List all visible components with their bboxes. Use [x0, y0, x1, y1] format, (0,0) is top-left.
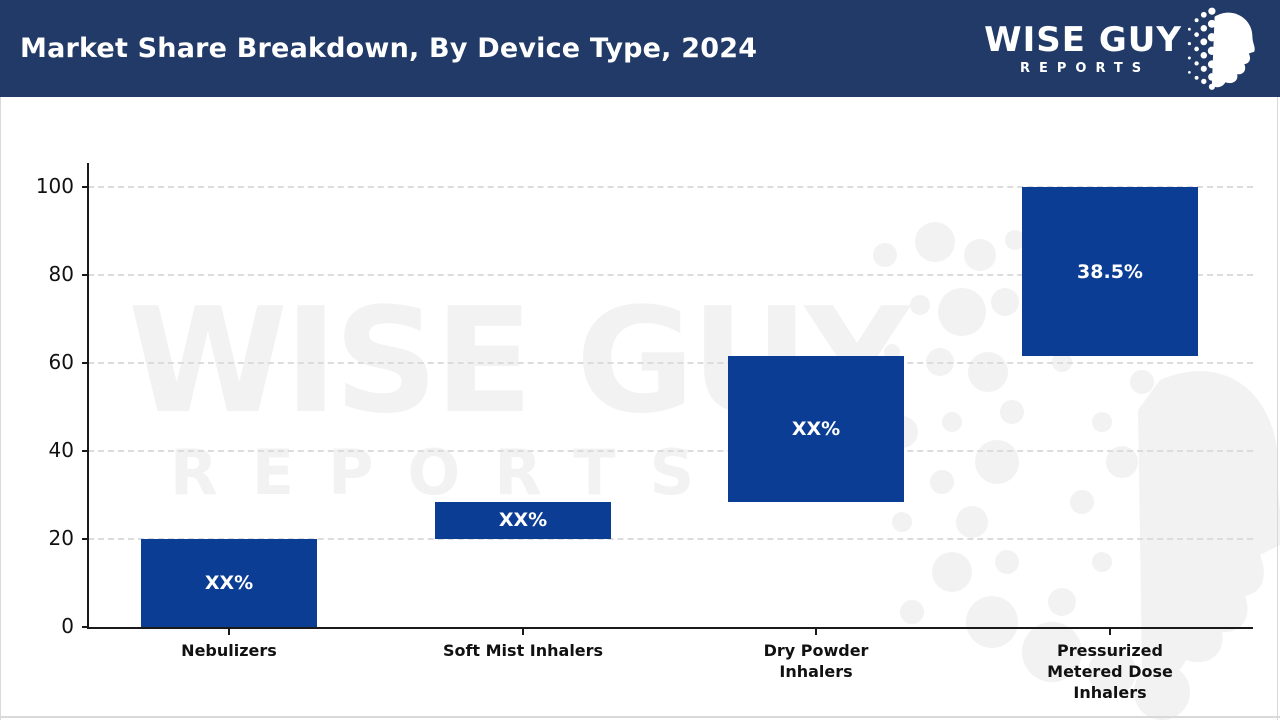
y-tick-label: 40: [48, 437, 74, 462]
bar: XX%: [435, 501, 611, 539]
logo-subtitle: REPORTS: [1020, 60, 1151, 76]
y-tick-mark: [82, 538, 88, 540]
gridline: [88, 450, 1253, 452]
y-tick-label: 0: [61, 613, 74, 638]
bar: XX%: [728, 356, 904, 502]
left-border-line: [0, 97, 1, 720]
x-tick-label: Dry Powder Inhalers: [763, 641, 869, 681]
gridline: [88, 362, 1253, 364]
bar: XX%: [141, 539, 317, 627]
bar-value-label: XX%: [204, 572, 254, 594]
bottom-border-line: [0, 716, 1280, 718]
logo-text: WISE GUY REPORTS: [984, 22, 1182, 76]
x-tick-mark: [522, 629, 524, 635]
y-tick-mark: [82, 626, 88, 628]
watermark-subtitle: REPORTS: [170, 436, 729, 509]
page-title: Market Share Breakdown, By Device Type, …: [20, 33, 758, 64]
x-tick-label: Pressurized Metered Dose Inhalers: [1047, 641, 1173, 702]
wise-guy-logo: WISE GUY REPORTS: [984, 0, 1256, 97]
header-bar: Market Share Breakdown, By Device Type, …: [0, 0, 1280, 97]
bar: 38.5%: [1022, 187, 1198, 357]
x-tick-mark: [1109, 629, 1111, 635]
bar-value-label: 38.5%: [1077, 260, 1143, 283]
y-tick-mark: [82, 362, 88, 364]
logo-wordmark: WISE GUY: [984, 19, 1182, 60]
y-tick-label: 60: [48, 349, 74, 374]
gridline: [88, 538, 1253, 540]
bar-value-label: XX%: [791, 417, 841, 440]
x-tick-label: Soft Mist Inhalers: [442, 641, 604, 660]
x-tick-mark: [815, 629, 817, 635]
bar-value-label: XX%: [498, 509, 548, 532]
y-tick-label: 100: [35, 173, 74, 198]
x-tick-mark: [228, 629, 230, 635]
dotted-face-profile-icon: [1187, 7, 1255, 90]
gridline: [88, 186, 1253, 188]
y-tick-label: 20: [48, 525, 74, 550]
right-border-line: [1277, 97, 1278, 720]
y-tick-mark: [82, 186, 88, 188]
y-tick-mark: [82, 274, 88, 276]
x-tick-label: Nebulizers: [181, 641, 277, 660]
gridline: [88, 274, 1253, 276]
y-axis-line: [87, 163, 89, 629]
y-tick-mark: [82, 450, 88, 452]
x-axis-line: [87, 627, 1253, 629]
y-tick-label: 80: [48, 261, 74, 286]
